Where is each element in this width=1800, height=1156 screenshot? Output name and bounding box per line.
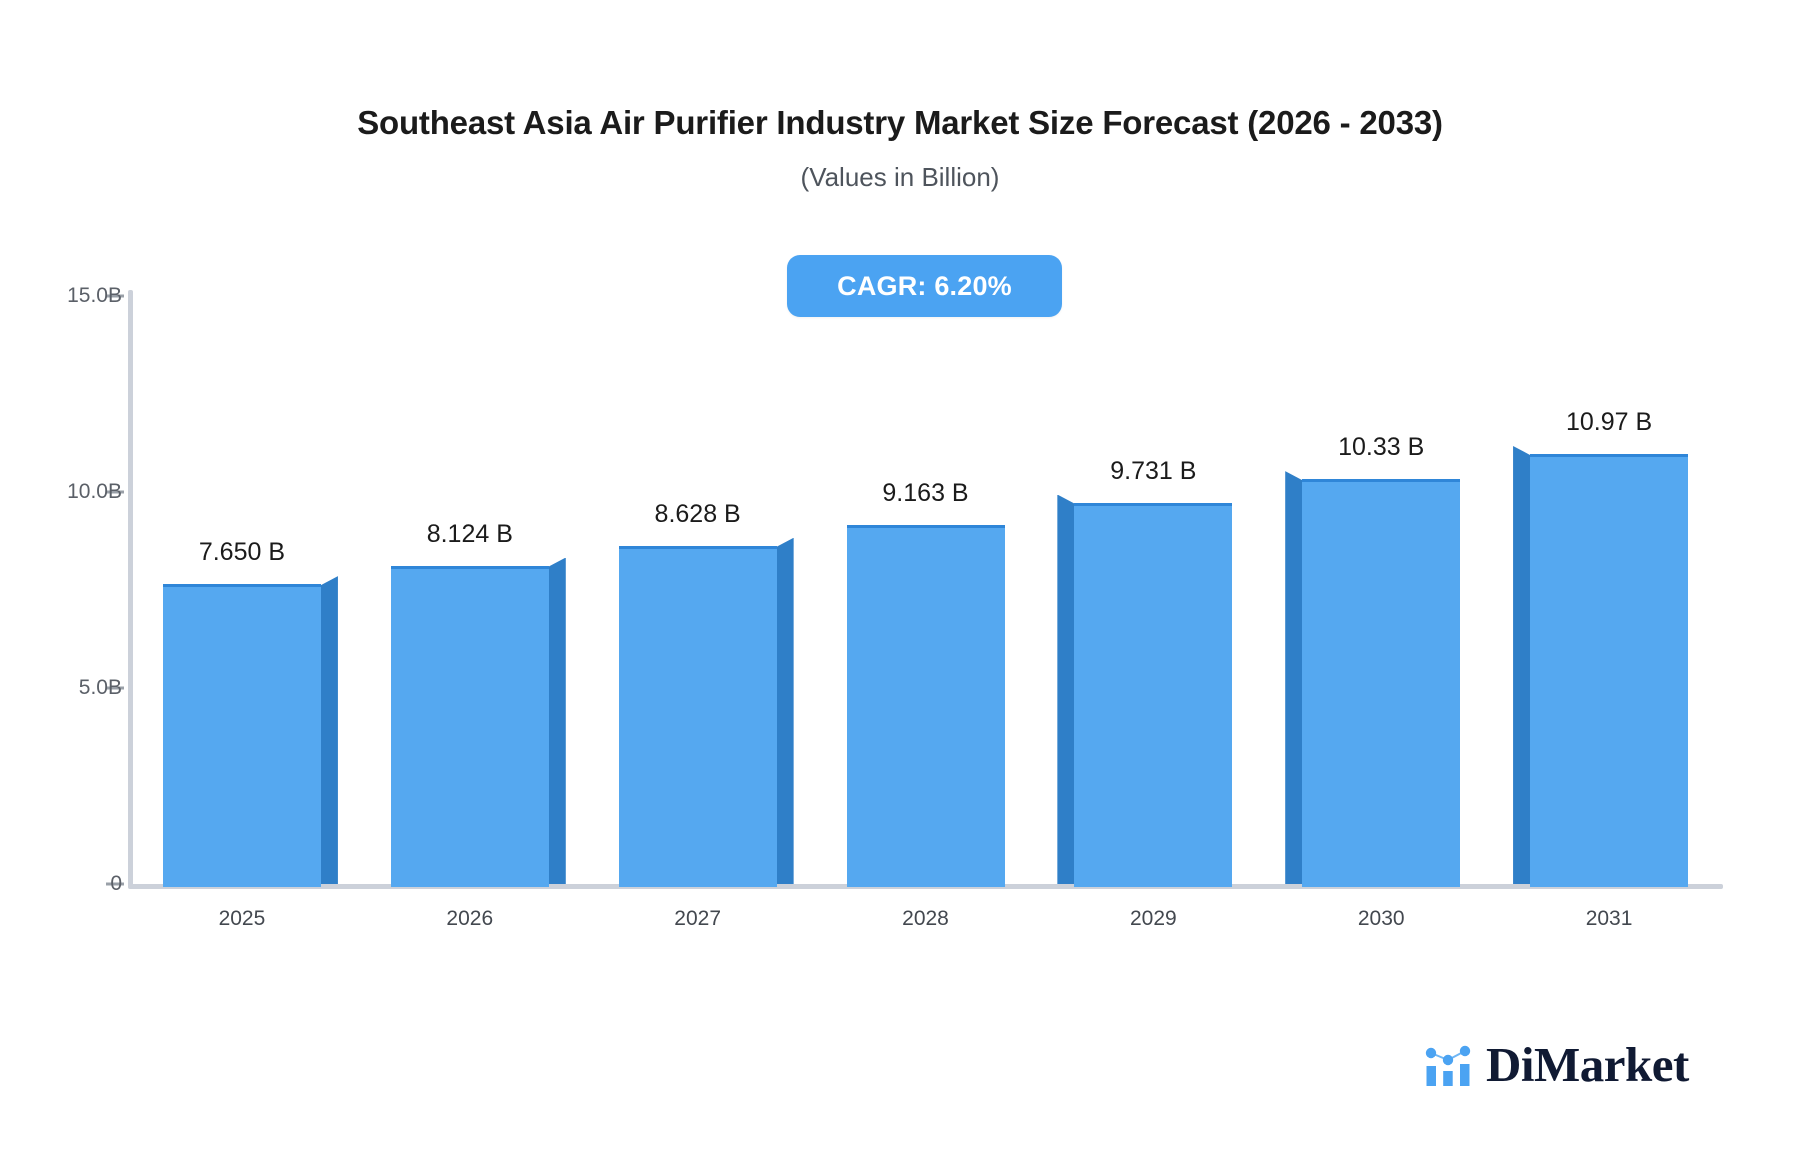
bar-side-face bbox=[1513, 445, 1531, 884]
bar-value-label: 9.163 B bbox=[882, 478, 969, 507]
bar-value-label: 8.124 B bbox=[426, 519, 513, 548]
chart-header: Southeast Asia Air Purifier Industry Mar… bbox=[0, 104, 1800, 193]
bar-side-face bbox=[548, 557, 566, 884]
x-axis-label-2028: 2028 bbox=[902, 907, 949, 930]
bar-value-label: 8.628 B bbox=[654, 499, 741, 528]
bar-2025[interactable] bbox=[162, 584, 321, 887]
bar-side-face bbox=[320, 576, 338, 884]
bar-value-label: 9.731 B bbox=[1110, 456, 1197, 485]
x-axis-label-2027: 2027 bbox=[674, 907, 721, 930]
chart-subtitle: (Values in Billion) bbox=[800, 161, 1000, 192]
bar-value-label: 7.650 B bbox=[198, 538, 286, 567]
bar-2031[interactable] bbox=[1530, 453, 1689, 887]
bar-side-face bbox=[776, 537, 794, 884]
x-axis-label-2030: 2030 bbox=[1357, 907, 1405, 930]
bar-chart-trend-icon bbox=[1424, 1042, 1472, 1088]
x-axis-label-2025: 2025 bbox=[218, 907, 266, 930]
y-axis-tick-label: 0 bbox=[110, 872, 122, 895]
y-axis-tick-mark bbox=[106, 490, 124, 494]
dimarket-logo: DiMarket bbox=[1424, 1040, 1689, 1089]
x-axis-label-2029: 2029 bbox=[1129, 907, 1177, 930]
bar-2029[interactable] bbox=[1074, 502, 1233, 887]
bar-value-label: 10.33 B bbox=[1338, 433, 1425, 462]
bar-2026[interactable] bbox=[390, 565, 549, 887]
logo-text: DiMarket bbox=[1486, 1037, 1689, 1092]
bar-side-face bbox=[1285, 471, 1303, 884]
y-axis-tick-mark bbox=[106, 686, 124, 690]
bar-side-face bbox=[1057, 494, 1075, 884]
bar-2027[interactable] bbox=[618, 545, 777, 887]
y-axis-tick-label: 10.0B bbox=[67, 480, 122, 503]
y-axis-tick-mark bbox=[106, 294, 124, 298]
y-axis-tick-label: 5.0B bbox=[78, 676, 122, 699]
chart-title: Southeast Asia Air Purifier Industry Mar… bbox=[357, 104, 1443, 141]
bar-value-label: 10.97 B bbox=[1565, 407, 1653, 436]
bar-2028[interactable] bbox=[846, 524, 1005, 887]
x-axis-label-2031: 2031 bbox=[1585, 907, 1633, 930]
bar-2030[interactable] bbox=[1302, 479, 1461, 887]
y-axis-line bbox=[128, 290, 133, 888]
y-axis-tick-mark bbox=[106, 882, 124, 886]
x-axis-label-2026: 2026 bbox=[446, 907, 494, 930]
y-axis-tick-label: 15.0B bbox=[67, 284, 122, 307]
cagr-badge: CAGR: 6.20% bbox=[787, 255, 1062, 317]
